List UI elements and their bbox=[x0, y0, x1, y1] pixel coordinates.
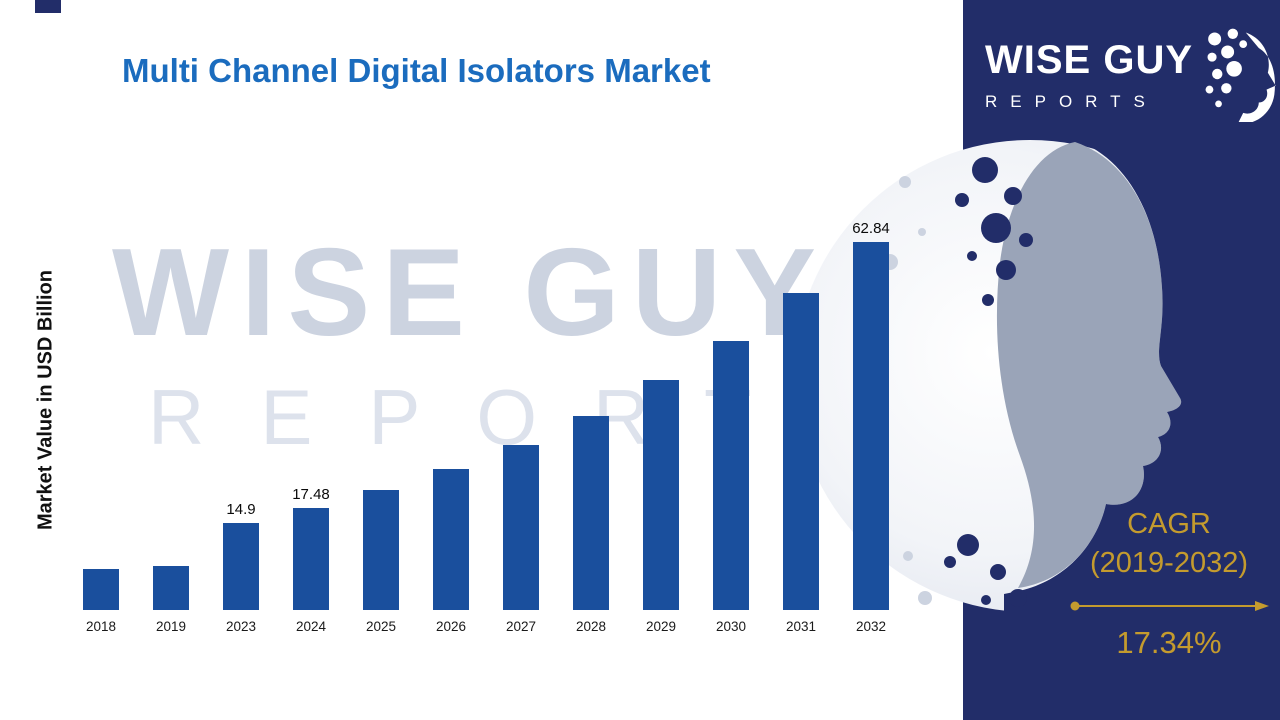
bar-column-2026: 2026 bbox=[416, 190, 486, 634]
x-tick-2024: 2024 bbox=[295, 619, 327, 634]
logo-wordmark: WISE GUY bbox=[985, 38, 1194, 82]
x-tick-2019: 2019 bbox=[155, 619, 187, 634]
bar-value-label-2032: 62.84 bbox=[852, 220, 890, 237]
logo-face-icon bbox=[1205, 28, 1276, 122]
bar-column-2018: 2018 bbox=[66, 190, 136, 634]
logo-subtitle: REPORTS bbox=[985, 92, 1158, 111]
watermark-wise-guy: WISE GUY bbox=[112, 224, 829, 362]
bar-value-label-2023: 14.9 bbox=[226, 501, 256, 518]
bar-column-2023: 14.9 2023 bbox=[206, 190, 276, 634]
bar-column-2025: 2025 bbox=[346, 190, 416, 634]
y-axis-label: Market Value in USD Billion bbox=[34, 269, 57, 531]
x-tick-2018: 2018 bbox=[85, 619, 117, 634]
bar-column-2019: 2019 bbox=[136, 190, 206, 634]
bar-2029 bbox=[643, 380, 679, 610]
bar-value-label-2024: 17.48 bbox=[292, 486, 330, 503]
logo: WISE GUY REPORTS bbox=[985, 28, 1277, 122]
bar-column-2029: 2029 bbox=[626, 190, 696, 634]
bar-plot: 2018 2019 14.9 2023 17.48 2024 2025 2026 2027 202… bbox=[66, 190, 906, 634]
x-tick-2028: 2028 bbox=[575, 619, 607, 634]
x-tick-2025: 2025 bbox=[365, 619, 397, 634]
x-tick-2027: 2027 bbox=[505, 619, 537, 634]
cagr-arrow-icon bbox=[1070, 601, 1269, 611]
bar-2024 bbox=[293, 508, 329, 610]
bar-2030 bbox=[713, 341, 749, 610]
bar-2023 bbox=[223, 523, 259, 610]
bar-2018 bbox=[83, 569, 119, 610]
dot-cluster-bottom bbox=[944, 534, 1027, 607]
x-tick-2030: 2030 bbox=[715, 619, 747, 634]
bar-column-2024: 17.48 2024 bbox=[276, 190, 346, 634]
cagr-value: 17.34% bbox=[1116, 625, 1222, 660]
dot-cluster-top bbox=[955, 157, 1033, 306]
x-tick-2023: 2023 bbox=[225, 619, 257, 634]
bar-column-2027: 2027 bbox=[486, 190, 556, 634]
cagr-block: CAGR (2019-2032) 17.34% bbox=[1066, 505, 1272, 661]
corner-accent bbox=[35, 0, 61, 13]
bar-column-2031: 2031 bbox=[766, 190, 836, 634]
x-tick-2032: 2032 bbox=[855, 619, 887, 634]
bar-2026 bbox=[433, 469, 469, 610]
bar-2028 bbox=[573, 416, 609, 610]
cagr-label: CAGR bbox=[1127, 508, 1211, 540]
bar-2025 bbox=[363, 490, 399, 610]
bar-column-2028: 2028 bbox=[556, 190, 626, 634]
bar-column-2032: 62.84 2032 bbox=[836, 190, 906, 634]
bar-2027 bbox=[503, 445, 539, 610]
cagr-range: (2019-2032) bbox=[1090, 547, 1248, 579]
x-tick-2026: 2026 bbox=[435, 619, 467, 634]
bar-column-2030: 2030 bbox=[696, 190, 766, 634]
x-tick-2029: 2029 bbox=[645, 619, 677, 634]
bar-2019 bbox=[153, 566, 189, 610]
page-title: Multi Channel Digital Isolators Market bbox=[122, 52, 711, 90]
bar-2032 bbox=[853, 242, 889, 610]
x-tick-2031: 2031 bbox=[785, 619, 817, 634]
bar-2031 bbox=[783, 293, 819, 610]
